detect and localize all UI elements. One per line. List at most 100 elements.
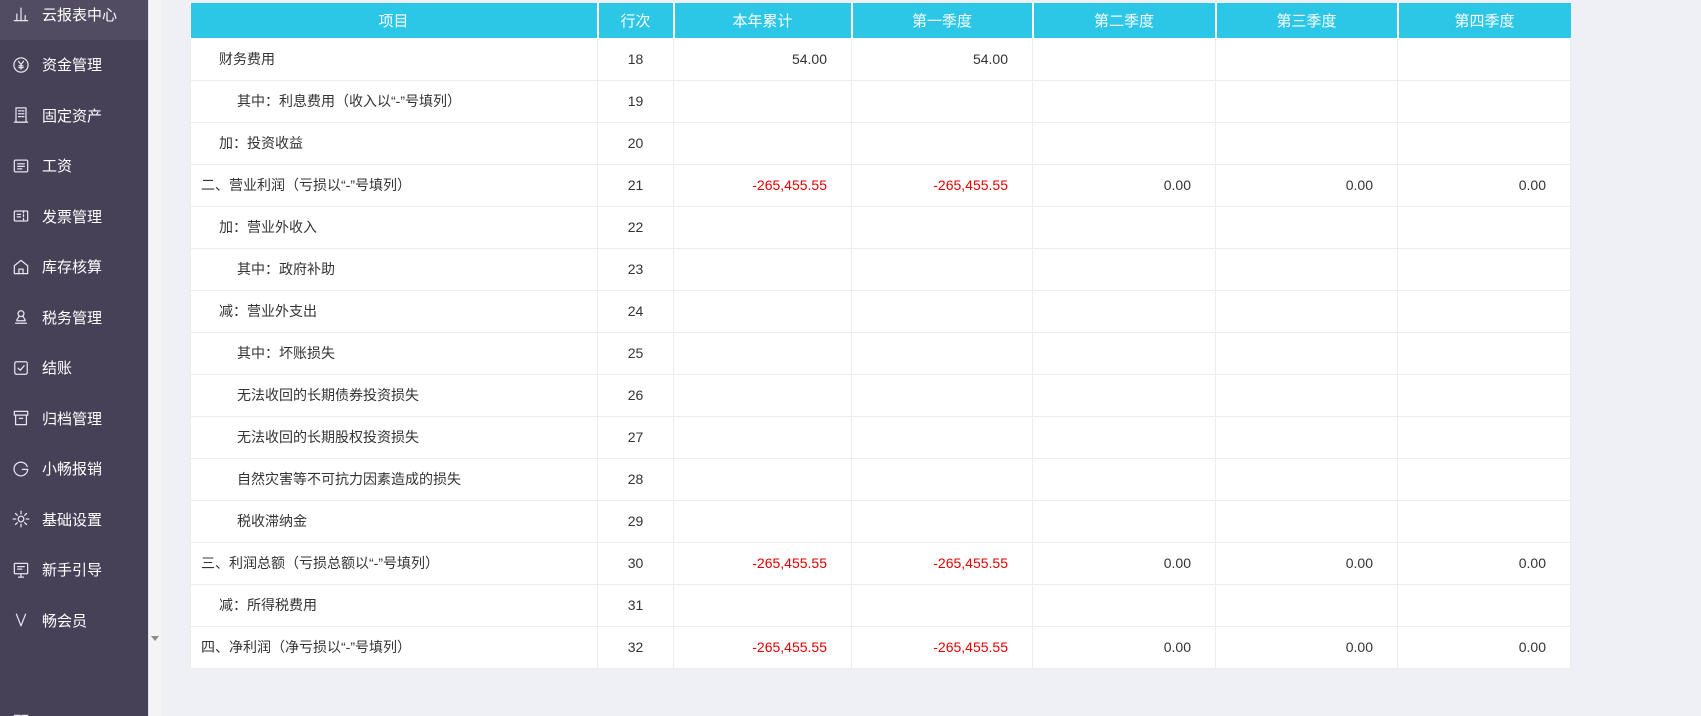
cell-value: -265,455.55 xyxy=(673,626,852,669)
sidebar-item-label: 新手引导 xyxy=(42,562,103,580)
cell-value xyxy=(1397,416,1571,459)
sidebar-item-11[interactable]: 基础设置 xyxy=(0,494,148,545)
cell-line-number: 25 xyxy=(597,332,674,375)
cell-value xyxy=(1215,374,1398,417)
column-header-3: 本年累计 xyxy=(673,3,853,38)
column-header-5: 第二季度 xyxy=(1032,3,1217,38)
cell-line-number: 24 xyxy=(597,290,674,333)
sidebar-item-2[interactable]: 资金管理 xyxy=(0,40,148,91)
cell-value xyxy=(1397,500,1571,543)
inventory-icon xyxy=(11,257,31,277)
sidebar: 云报表中心 资金管理 固定资产工资发票管理库存核算税务管理结账归档管理 小畅报销基础设… xyxy=(0,0,148,716)
cell-item-name: 加：投资收益 xyxy=(190,122,598,165)
cell-value xyxy=(851,416,1033,459)
sidebar-menu: 云报表中心 资金管理 固定资产工资发票管理库存核算税务管理结账归档管理 小畅报销基础设… xyxy=(0,0,148,646)
cell-line-number: 27 xyxy=(597,416,674,459)
cell-value xyxy=(1032,38,1216,81)
cell-value xyxy=(673,416,852,459)
cell-item-name: 无法收回的长期股权投资损失 xyxy=(190,416,598,459)
sidebar-item-13[interactable]: 畅会员 xyxy=(0,595,148,646)
sidebar-item-label: 工资 xyxy=(42,158,73,176)
table-row: 财务费用 18 54.00 54.00 xyxy=(190,38,1571,81)
sidebar-item-label: 基础设置 xyxy=(42,511,103,529)
sidebar-item-12[interactable]: 新手引导 xyxy=(0,545,148,596)
cell-value: 0.00 xyxy=(1032,542,1216,585)
cell-item-name: 自然灾害等不可抗力因素造成的损失 xyxy=(190,458,598,501)
sidebar-item-7[interactable]: 税务管理 xyxy=(0,292,148,343)
sidebar-item-1[interactable]: 云报表中心 xyxy=(0,0,148,40)
cell-line-number: 23 xyxy=(597,248,674,291)
cell-value: 0.00 xyxy=(1397,164,1571,207)
table-row: 其中：政府补助 23 xyxy=(190,248,1571,291)
sidebar-item-8[interactable]: 结账 xyxy=(0,343,148,394)
table-row: 减：营业外支出 24 xyxy=(190,290,1571,333)
scroll-down-button[interactable] xyxy=(149,628,161,648)
cell-value xyxy=(1032,122,1216,165)
sidebar-item-9[interactable]: 归档管理 xyxy=(0,393,148,444)
table-row: 加：营业外收入 22 xyxy=(190,206,1571,249)
sidebar-item-6[interactable]: 库存核算 xyxy=(0,242,148,293)
cell-item-name: 加：营业外收入 xyxy=(190,206,598,249)
cell-value: -265,455.55 xyxy=(851,626,1033,669)
sidebar-item-label: 结账 xyxy=(42,360,73,378)
cell-value xyxy=(1397,38,1571,81)
table-header-row: 项目 行次 本年累计 第一季度 第二季度 第三季度 第四季度 xyxy=(190,3,1571,38)
settings-icon xyxy=(11,509,31,529)
sidebar-item-label: 发票管理 xyxy=(42,208,103,226)
sidebar-item-3[interactable]: 固定资产 xyxy=(0,90,148,141)
sidebar-item-4[interactable]: 工资 xyxy=(0,141,148,192)
column-header-1: 项目 xyxy=(190,3,599,38)
cell-value xyxy=(1215,500,1398,543)
cell-value xyxy=(1215,290,1398,333)
cell-value xyxy=(1397,332,1571,375)
cell-value xyxy=(851,584,1033,627)
cell-value xyxy=(1032,374,1216,417)
cell-value xyxy=(1215,458,1398,501)
cell-value: -265,455.55 xyxy=(673,542,852,585)
sidebar-item-label: 库存核算 xyxy=(42,259,103,277)
cell-value xyxy=(1397,80,1571,123)
cell-value xyxy=(673,206,852,249)
cell-item-name: 四、净利润（净亏损以“-”号填列） xyxy=(190,626,598,669)
cell-line-number: 32 xyxy=(597,626,674,669)
cell-value xyxy=(673,458,852,501)
cell-line-number: 26 xyxy=(597,374,674,417)
cell-value xyxy=(851,248,1033,291)
column-header-7: 第四季度 xyxy=(1397,3,1571,38)
cell-value xyxy=(1215,332,1398,375)
cell-value: 0.00 xyxy=(1397,626,1571,669)
cell-value xyxy=(1397,122,1571,165)
cell-item-name: 无法收回的长期债券投资损失 xyxy=(190,374,598,417)
cell-value xyxy=(1397,458,1571,501)
column-header-2: 行次 xyxy=(597,3,675,38)
cell-line-number: 30 xyxy=(597,542,674,585)
sidebar-item-5[interactable]: 发票管理 xyxy=(0,191,148,242)
cell-value xyxy=(673,500,852,543)
cell-value: 54.00 xyxy=(851,38,1033,81)
sidebar-item-label: 税务管理 xyxy=(42,309,103,327)
column-header-6: 第三季度 xyxy=(1215,3,1399,38)
cell-value xyxy=(1032,248,1216,291)
closing-icon xyxy=(11,358,31,378)
cell-value xyxy=(673,584,852,627)
table-row: 其中：坏账损失 25 xyxy=(190,332,1571,375)
cell-value xyxy=(1215,248,1398,291)
cell-value xyxy=(1397,374,1571,417)
cell-value xyxy=(851,374,1033,417)
sidebar-scrollbar[interactable] xyxy=(148,0,161,716)
cell-value xyxy=(1215,206,1398,249)
cell-item-name: 其中：坏账损失 xyxy=(190,332,598,375)
funds-icon xyxy=(11,55,31,75)
cell-value xyxy=(1397,206,1571,249)
invoice-icon xyxy=(11,206,31,226)
cell-value xyxy=(673,374,852,417)
cell-value xyxy=(673,122,852,165)
cell-value xyxy=(1032,290,1216,333)
table-row: 自然灾害等不可抗力因素造成的损失 28 xyxy=(190,458,1571,501)
fixed-assets-icon xyxy=(11,105,31,125)
cell-line-number: 20 xyxy=(597,122,674,165)
cell-value xyxy=(1397,290,1571,333)
sidebar-item-10[interactable]: 小畅报销 xyxy=(0,444,148,495)
cell-value xyxy=(1215,416,1398,459)
sidebar-item-partial[interactable] xyxy=(0,697,148,716)
